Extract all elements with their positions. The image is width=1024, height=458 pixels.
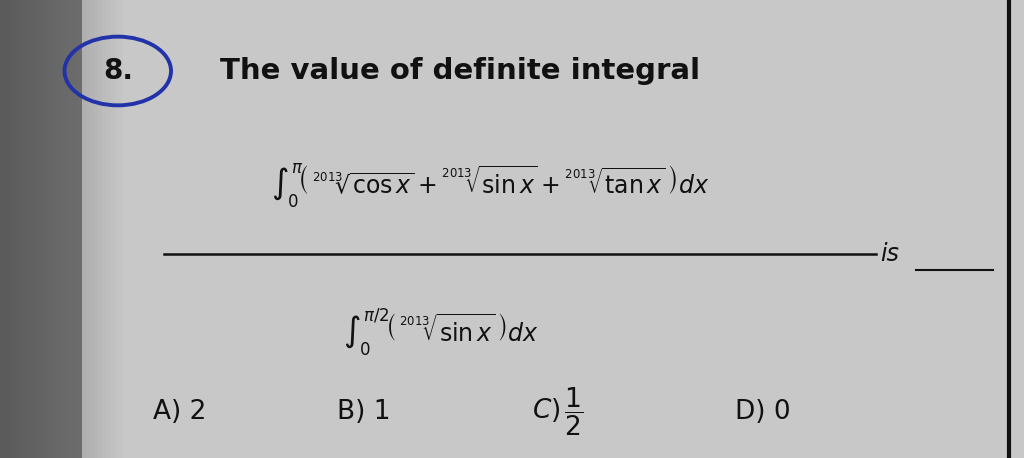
Bar: [78, 0, 82, 458]
Bar: [29, 0, 33, 458]
Text: A) 2: A) 2: [153, 399, 206, 425]
Bar: [49, 0, 53, 458]
Bar: [8, 0, 12, 458]
Bar: [98, 0, 102, 458]
Bar: [66, 0, 70, 458]
Bar: [53, 0, 57, 458]
Bar: [12, 0, 16, 458]
Bar: [115, 0, 119, 458]
Text: $\int_{0}^{\pi}\!\left(\,\sqrt[2013]{\cos x}+\sqrt[2013]{\sin x}+\sqrt[2013]{\ta: $\int_{0}^{\pi}\!\left(\,\sqrt[2013]{\co…: [271, 161, 710, 210]
Bar: [0, 0, 4, 458]
Bar: [82, 0, 86, 458]
Bar: [74, 0, 78, 458]
Bar: [57, 0, 61, 458]
Bar: [37, 0, 41, 458]
Bar: [4, 0, 8, 458]
Bar: [86, 0, 90, 458]
Text: D) 0: D) 0: [735, 399, 791, 425]
Bar: [90, 0, 94, 458]
Text: B) 1: B) 1: [337, 399, 390, 425]
Text: is: is: [881, 242, 899, 266]
FancyBboxPatch shape: [0, 0, 82, 458]
Text: $\int_{0}^{\pi/2}\!\left(\,\sqrt[2013]{\sin x}\,\right)dx$: $\int_{0}^{\pi/2}\!\left(\,\sqrt[2013]{\…: [343, 306, 540, 358]
Text: 8.: 8.: [102, 57, 133, 85]
Bar: [111, 0, 115, 458]
Bar: [94, 0, 98, 458]
Bar: [61, 0, 66, 458]
Bar: [119, 0, 123, 458]
Bar: [20, 0, 25, 458]
Bar: [45, 0, 49, 458]
Bar: [16, 0, 20, 458]
Text: The value of definite integral: The value of definite integral: [220, 57, 700, 85]
Bar: [33, 0, 37, 458]
Bar: [70, 0, 74, 458]
Bar: [102, 0, 106, 458]
Bar: [106, 0, 111, 458]
Bar: [41, 0, 45, 458]
Bar: [25, 0, 29, 458]
Text: $C)\,\dfrac{1}{2}$: $C)\,\dfrac{1}{2}$: [532, 386, 584, 438]
